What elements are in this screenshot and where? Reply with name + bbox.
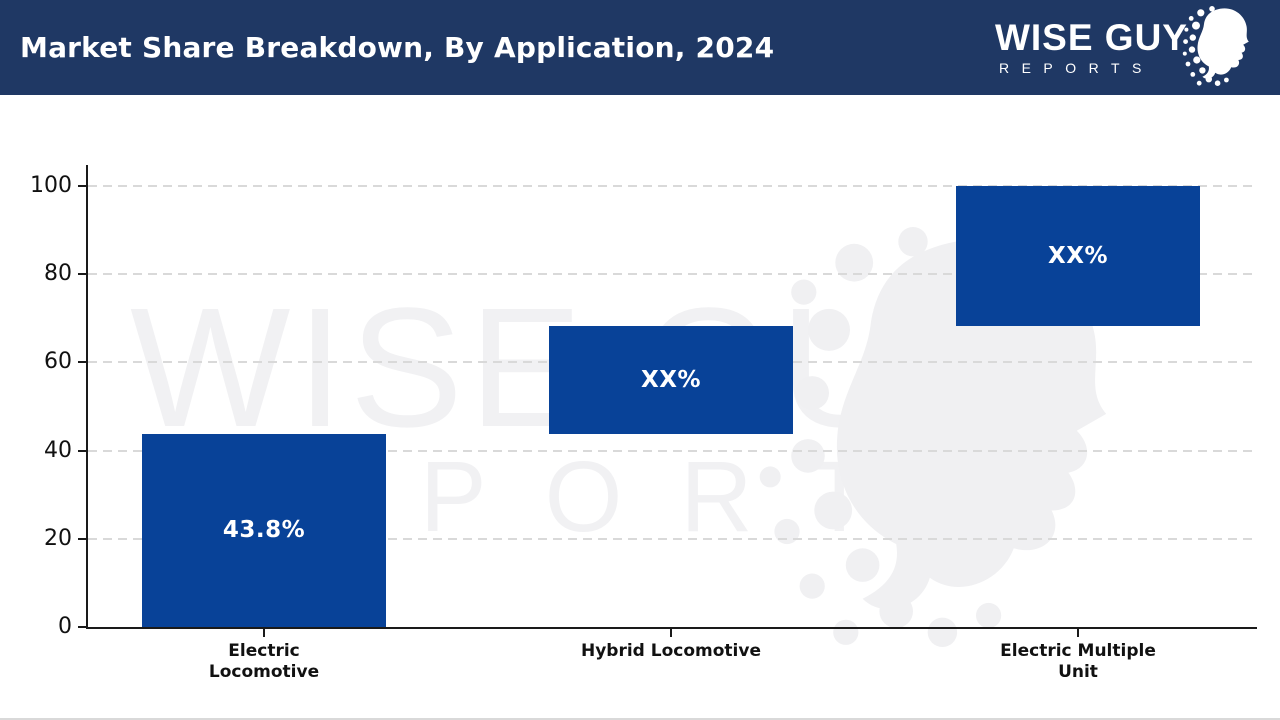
x-tick-mark	[670, 629, 672, 637]
y-tick-mark	[78, 273, 87, 276]
wiseguy-face-icon	[1174, 4, 1266, 92]
y-tick-label: 0	[58, 614, 72, 639]
logo-sub-text: REPORTS	[998, 60, 1154, 76]
bar-value-label: XX%	[1047, 243, 1108, 270]
bottom-border-line	[0, 718, 1280, 720]
logo-brand-text: WISE GUY	[994, 17, 1188, 58]
y-tick-mark	[78, 361, 87, 364]
y-tick-mark	[78, 449, 87, 452]
header: Market Share Breakdown, By Application, …	[0, 0, 1280, 95]
category-label: Electric Multiple Unit	[1000, 641, 1156, 682]
y-tick-mark	[78, 185, 87, 187]
y-tick-mark	[78, 626, 87, 628]
bar-segment-3: XX%	[956, 186, 1200, 327]
y-axis-line	[86, 165, 88, 629]
logo-text: WISE GUY REPORTS	[995, 19, 1188, 76]
y-tick-label: 20	[44, 525, 72, 551]
bar-value-label: 43.8%	[222, 517, 306, 544]
bar-segment-1: 43.8%	[142, 433, 386, 627]
category-label: Hybrid Locomotive	[580, 641, 761, 661]
x-tick-mark	[263, 629, 265, 637]
category-label: Electric Locomotive	[208, 641, 320, 682]
x-axis-line	[86, 627, 1257, 629]
y-tick-label: 80	[44, 261, 72, 287]
y-tick-label: 60	[44, 349, 72, 375]
bar-segment-2: XX%	[549, 326, 793, 434]
page-title: Market Share Breakdown, By Application, …	[20, 31, 775, 64]
x-tick-mark	[1077, 629, 1079, 637]
bar-value-label: XX%	[640, 367, 701, 394]
y-tick-label: 40	[44, 437, 72, 463]
wiseguy-logo: WISE GUY REPORTS	[995, 4, 1280, 92]
gridline-80	[88, 273, 1256, 276]
y-tick-label: 100	[30, 173, 72, 198]
gridline-40	[88, 449, 1256, 452]
gridline-100	[88, 185, 1256, 187]
y-tick-mark	[78, 537, 87, 540]
plot-area: 43.8% XX% XX%	[88, 185, 1256, 627]
gridline-20	[88, 537, 1256, 540]
chart-region: WISE GUY REPORTS 43.8% XX% XX% 0 20 40 60 80 10…	[0, 95, 1280, 720]
